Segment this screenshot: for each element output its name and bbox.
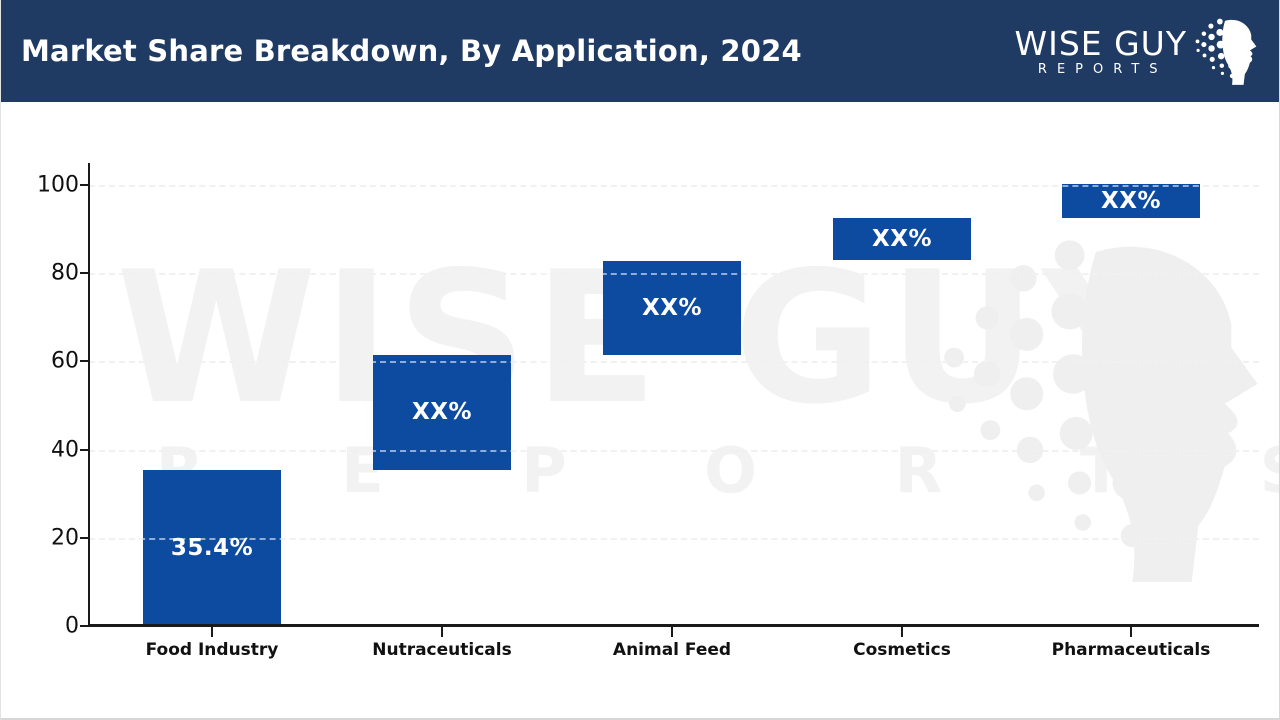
chart-area: WISE GUY R E P O R T S 0 20 40 60 80 100 35.4%…: [1, 102, 1279, 718]
y-tick-mark: [80, 448, 89, 451]
grid-line-overlay: [89, 273, 1259, 276]
x-tick-mark: [441, 627, 443, 637]
bar-food-industry: 35.4%: [143, 469, 281, 626]
x-tick-mark: [211, 627, 213, 637]
logo-subtitle: REPORTS: [1037, 61, 1168, 77]
logo-wordmark: WISE GUY: [1014, 23, 1187, 63]
bar-cosmetics: XX%: [833, 217, 971, 261]
y-tick-label: 80: [51, 260, 79, 286]
x-axis-line: [88, 624, 1259, 627]
bar-animal-feed: XX%: [603, 261, 741, 355]
watermark-head-icon: [944, 240, 1258, 582]
y-tick-mark: [80, 184, 89, 186]
bar-pharmaceuticals: XX%: [1062, 184, 1200, 218]
x-tick-mark: [1130, 627, 1132, 637]
y-tick-label: 0: [65, 613, 79, 639]
x-label-nutraceuticals: Nutraceuticals: [372, 640, 512, 660]
wiseguy-logo: WISE GUY REPORTS: [1014, 11, 1257, 91]
y-tick-label: 40: [51, 437, 79, 463]
page-title: Market Share Breakdown, By Application, …: [21, 34, 802, 68]
y-tick-label: 20: [51, 525, 79, 551]
y-tick-mark: [80, 360, 89, 363]
x-label-pharmaceuticals: Pharmaceuticals: [1051, 640, 1211, 660]
logo-text: WISE GUY REPORTS: [1014, 27, 1187, 76]
x-label-cosmetics: Cosmetics: [853, 640, 951, 660]
y-tick-label: 100: [37, 172, 79, 198]
bar-value-label: XX%: [871, 226, 932, 252]
y-tick-mark: [80, 625, 89, 627]
grid-line-overlay: [89, 185, 1259, 187]
grid-line-overlay: [89, 361, 1259, 364]
x-label-food-industry: Food Industry: [145, 640, 279, 660]
dotted-head-icon: [1195, 18, 1257, 85]
grid-line-overlay: [89, 537, 1259, 540]
y-tick-mark: [80, 536, 89, 539]
y-tick-mark: [80, 272, 89, 275]
report-header: Market Share Breakdown, By Application, …: [1, 0, 1279, 102]
x-tick-mark: [671, 627, 673, 637]
bar-value-label: XX%: [1100, 187, 1161, 214]
y-tick-label: 60: [51, 348, 79, 374]
y-axis-line: [88, 163, 90, 626]
bar-nutraceuticals: XX%: [373, 354, 511, 470]
x-tick-mark: [901, 627, 903, 637]
grid-line-overlay: [89, 449, 1259, 452]
bar-value-label: XX%: [641, 295, 702, 322]
bar-value-label: XX%: [411, 399, 472, 426]
x-label-animal-feed: Animal Feed: [612, 640, 732, 660]
